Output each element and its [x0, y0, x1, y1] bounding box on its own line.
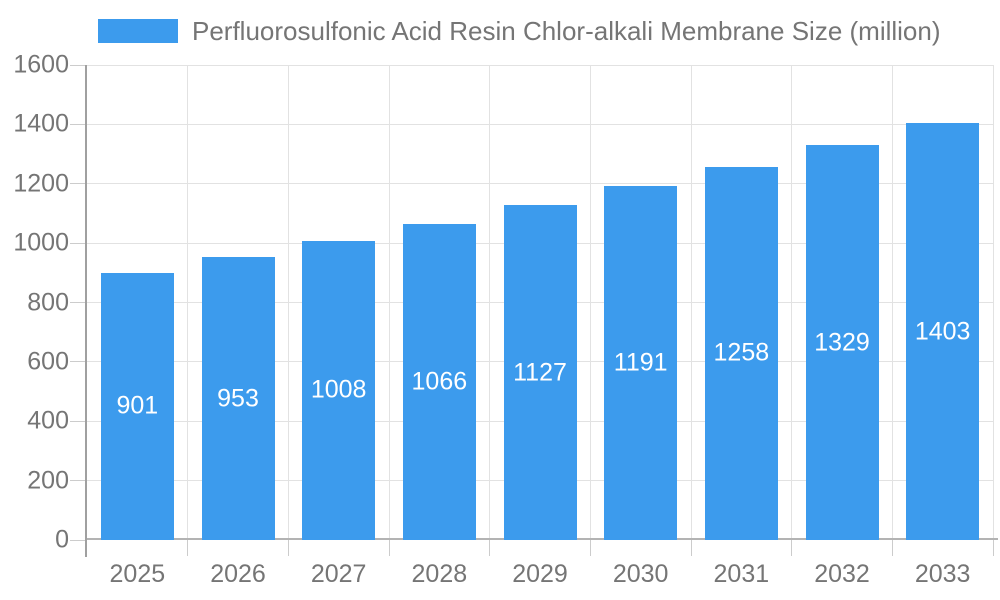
bar-2031[interactable] [704, 166, 778, 540]
gridline-vertical [891, 65, 893, 540]
bar-value-label: 1258 [713, 338, 770, 367]
gridline-vertical [388, 65, 390, 540]
x-axis-label: 2026 [210, 560, 266, 588]
x-axis-tick [388, 539, 390, 556]
y-axis-label: 400 [27, 406, 69, 435]
bar-2026[interactable] [201, 257, 275, 540]
bar-2025[interactable] [100, 272, 174, 540]
x-axis-tick [891, 539, 893, 556]
x-axis-tick [992, 539, 994, 556]
bar-value-label: 1008 [310, 375, 367, 404]
bar-2027[interactable] [302, 240, 376, 540]
gridline-vertical [690, 65, 692, 540]
y-axis-label: 1400 [13, 109, 69, 138]
gridline-vertical [489, 65, 491, 540]
y-axis-label: 600 [27, 347, 69, 376]
y-axis-label: 1600 [13, 50, 69, 79]
y-axis-tick [70, 123, 87, 125]
bar-value-label: 1191 [613, 348, 668, 377]
y-axis-line [85, 65, 87, 557]
x-axis-tick [589, 539, 591, 556]
y-axis-tick [70, 539, 87, 541]
y-axis-tick [70, 242, 87, 244]
chart-legend[interactable]: Perfluorosulfonic Acid Resin Chlor-alkal… [98, 17, 941, 45]
bar-value-label: 1066 [411, 367, 468, 396]
y-axis-label: 0 [55, 525, 69, 554]
bar-2032[interactable] [805, 145, 879, 540]
y-axis-tick [70, 64, 87, 66]
gridline-horizontal [87, 183, 993, 185]
bar-2028[interactable] [402, 223, 476, 540]
bar-2029[interactable] [503, 205, 577, 540]
x-axis-tick [791, 539, 793, 556]
y-axis-tick [70, 302, 87, 303]
x-axis-label: 2029 [512, 560, 568, 588]
gridline-horizontal [87, 64, 993, 66]
x-axis-tick [287, 539, 289, 556]
y-axis-label: 200 [27, 466, 69, 495]
x-axis-tick [187, 539, 189, 556]
gridline-horizontal [87, 123, 993, 125]
x-axis-tick [690, 539, 692, 556]
x-axis-label: 2027 [310, 560, 367, 588]
legend-title: Perfluorosulfonic Acid Resin Chlor-alkal… [192, 16, 941, 46]
bar-2033[interactable] [906, 123, 980, 540]
y-axis-tick [70, 420, 87, 422]
x-axis-label: 2030 [612, 560, 669, 588]
gridline-vertical [791, 65, 793, 540]
y-axis-tick [70, 183, 87, 185]
y-axis-tick [70, 480, 87, 482]
bar-value-label: 1127 [513, 358, 567, 387]
y-axis-tick [70, 361, 87, 363]
gridline-vertical [992, 65, 994, 540]
x-axis-label: 2025 [109, 560, 166, 588]
gridline-vertical [589, 65, 591, 540]
x-axis-label: 2033 [914, 560, 971, 588]
bar-2030[interactable] [604, 186, 678, 540]
bar-value-label: 953 [217, 384, 259, 413]
bar-value-label: 1329 [814, 328, 870, 357]
legend-swatch [98, 19, 178, 43]
gridline-vertical [287, 65, 289, 540]
x-axis-tick [489, 539, 491, 556]
bar-value-label: 1403 [914, 317, 971, 346]
gridline-vertical [187, 65, 189, 540]
bar-value-label: 901 [116, 391, 159, 420]
y-axis-label: 1200 [13, 169, 69, 198]
y-axis-label: 800 [27, 288, 69, 316]
x-axis-label: 2032 [814, 560, 870, 588]
x-axis-label: 2028 [411, 560, 468, 588]
y-axis-label: 1000 [13, 228, 69, 257]
x-axis-label: 2031 [713, 560, 770, 588]
